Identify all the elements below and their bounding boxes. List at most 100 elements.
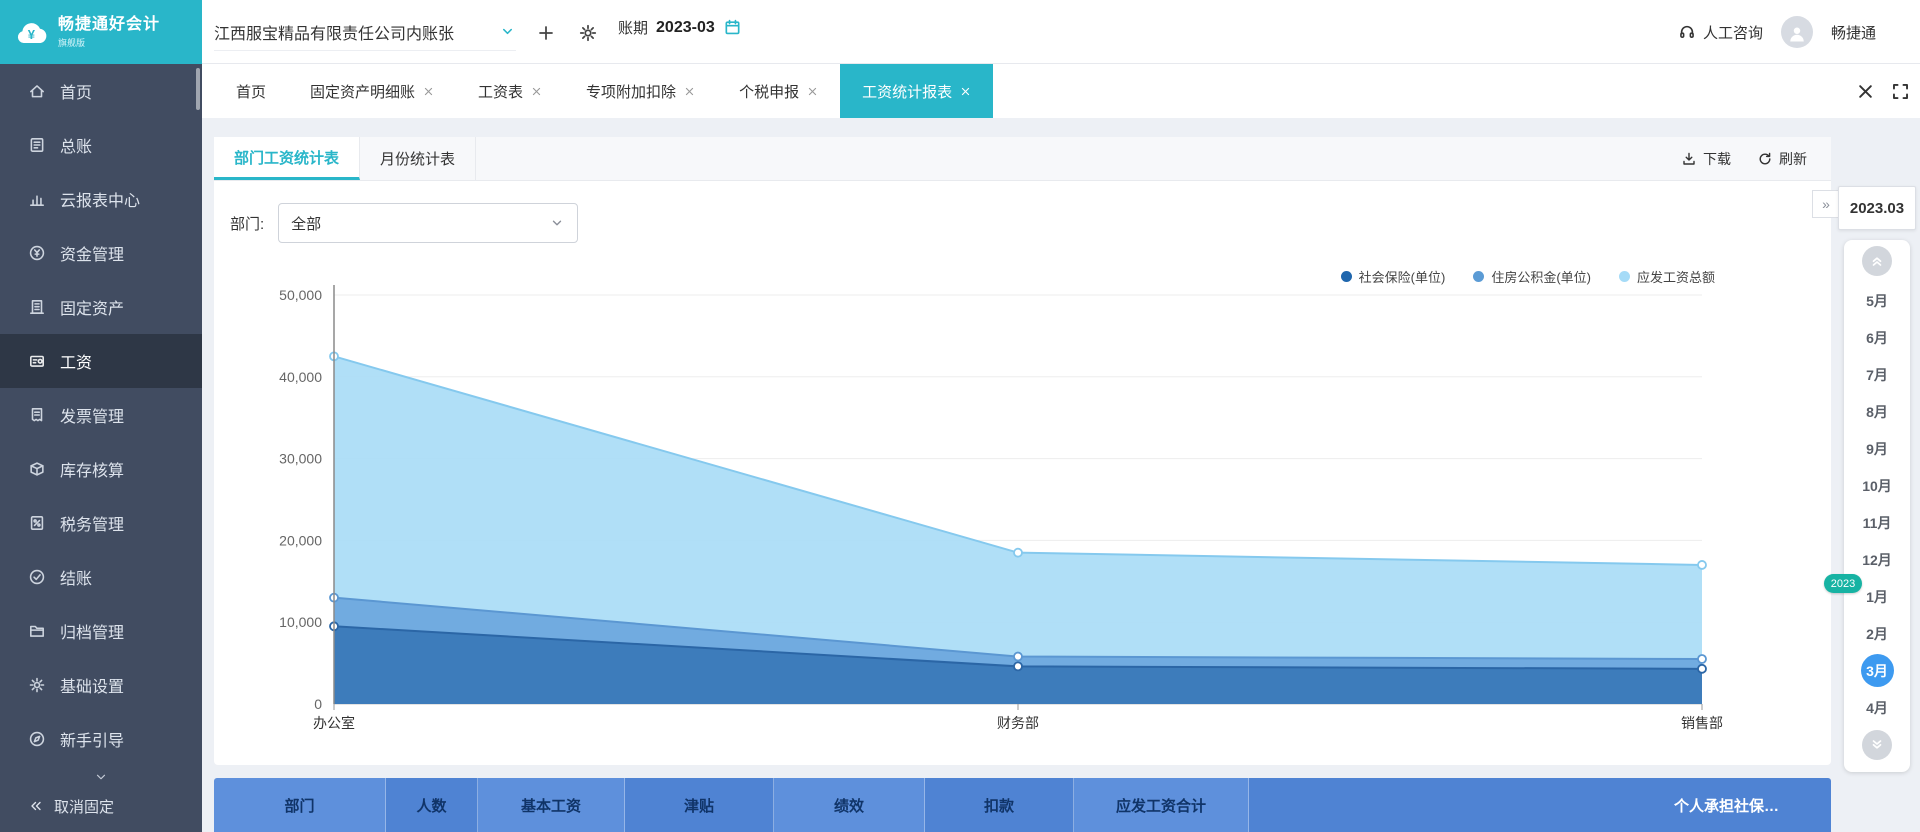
sidebar-item-tax[interactable]: 税务管理 [0,496,202,550]
home-icon [30,85,44,98]
month-label: 11月 [1862,514,1892,531]
month-item[interactable]: 3月 [1844,652,1910,689]
avatar[interactable] [1780,16,1813,48]
month-item[interactable]: 12月 [1844,541,1910,578]
close-icon[interactable] [807,86,818,97]
sidebar-item-label: 总账 [60,139,93,156]
sidebar-item-fixed-assets[interactable]: 固定资产 [0,280,202,334]
tab-label: 首页 [236,83,267,101]
close-icon[interactable] [423,86,434,97]
tab-salary-sheet[interactable]: 工资表 [456,64,564,118]
app-edition-badge: 旗舰版 [58,37,86,48]
legend-item-social-insurance[interactable]: 社会保险(单位) [1340,267,1445,286]
column-header-performance[interactable]: 绩效 [774,778,925,832]
tab-bar: 首页 固定资产明细账 工资表 专项附加扣除 个税申报 工资统计报表 [202,64,1920,118]
collapse-month-panel-button[interactable]: » [1812,190,1839,218]
download-button[interactable]: 下载 [1681,149,1731,169]
months-scroll-up-button[interactable] [1862,246,1892,276]
close-icon[interactable] [684,86,695,97]
report-panel: 部门工资统计表 月份统计表 下载 刷新 部门: 全部 社会保险(单位) [214,137,1831,765]
month-item[interactable]: 7月 [1844,356,1910,393]
tab-home[interactable]: 首页 [214,64,288,118]
month-item[interactable]: 10月 [1844,467,1910,504]
month-item[interactable]: 4月 [1844,689,1910,726]
table-header-row: 部门 人数 基本工资 津贴 绩效 扣款 应发工资合计 个人承担社保… [214,778,1831,832]
sidebar-unpin-button[interactable]: 取消固定 [0,788,202,824]
current-period-display: 2023.03 [1838,186,1916,230]
month-item[interactable]: 9月 [1844,430,1910,467]
close-icon[interactable] [531,86,542,97]
sidebar-item-general-ledger[interactable]: 总账 [0,118,202,172]
sidebar-item-settings[interactable]: 基础设置 [0,658,202,712]
top-bar: ¥ 畅捷通好会计 旗舰版 江西服宝精品有限责任公司内账张 账期 2023-03 … [0,0,1920,64]
tab-salary-statistics[interactable]: 工资统计报表 [840,64,994,118]
svg-text:40,000: 40,000 [279,369,322,385]
sidebar-item-guide[interactable]: 新手引导 [0,712,202,766]
month-label: 12月 [1862,551,1892,568]
sidebar-item-salary[interactable]: 工资 [0,334,202,388]
month-item[interactable]: 5月 [1844,282,1910,319]
refresh-button[interactable]: 刷新 [1757,149,1807,169]
company-selector[interactable]: 江西服宝精品有限责任公司内账张 [214,13,516,51]
logo-text: 畅捷通好会计 旗舰版 [58,16,160,49]
salary-area-chart: 0 10,000 20,000 30,000 40,000 50,000 办公室 财务部 销售部 [279,285,1723,731]
column-header-personal-social-insurance[interactable]: 个人承担社保… [1249,778,1831,832]
close-tab-button[interactable] [1856,82,1875,101]
sidebar-item-funds[interactable]: 资金管理 [0,226,202,280]
department-select[interactable]: 全部 [278,203,579,243]
headset-icon [1680,25,1694,38]
sidebar-item-cloud-reports[interactable]: 云报表中心 [0,172,202,226]
sidebar-item-label: 基础设置 [60,679,125,696]
column-header-base-salary[interactable]: 基本工资 [478,778,625,832]
legend-item-housing-fund[interactable]: 住房公积金(单位) [1473,267,1591,286]
company-name: 江西服宝精品有限责任公司内账张 [214,25,455,43]
months-scroll-down-button[interactable] [1862,730,1892,760]
legend-dot [1618,271,1630,282]
chevron-down-icon [96,774,106,780]
add-button[interactable] [536,21,560,45]
department-select-value: 全部 [291,215,322,233]
subtab-department-salary[interactable]: 部门工资统计表 [214,137,361,180]
subtab-month-statistics[interactable]: 月份统计表 [360,137,477,180]
refresh-label: 刷新 [1779,151,1807,167]
month-item[interactable]: 6月 [1844,319,1910,356]
column-header-gross-total[interactable]: 应发工资合计 [1074,778,1249,832]
column-header-allowance[interactable]: 津贴 [625,778,774,832]
column-header-deduction[interactable]: 扣款 [925,778,1074,832]
sidebar-scroll-down[interactable] [0,766,202,788]
sidebar-item-home[interactable]: 首页 [0,64,202,118]
sidebar-item-closing[interactable]: 结账 [0,550,202,604]
settings-quick-button[interactable] [578,21,602,45]
month-list: 5月 6月 7月 8月 9月 10月 11月 12月 1月 2月 3月 4月 [1844,282,1910,726]
tab-personal-tax[interactable]: 个税申报 [717,64,840,118]
period-selector[interactable]: 账期 2023-03 [618,17,742,38]
support-link[interactable]: 人工咨询 [1678,22,1763,43]
sidebar-item-label: 资金管理 [60,247,125,264]
app-title: 畅捷通好会计 [58,15,161,33]
year-badge: 2023 [1824,574,1862,593]
month-item[interactable]: 11月 [1844,504,1910,541]
legend-item-gross-salary[interactable]: 应发工资总额 [1618,267,1715,286]
fullscreen-button[interactable] [1891,82,1910,101]
month-label: 8月 [1866,403,1888,420]
tab-label: 工资表 [478,83,524,101]
month-item[interactable]: 1月 [1844,578,1910,615]
filter-row: 部门: 全部 [230,203,1831,243]
month-item[interactable]: 8月 [1844,393,1910,430]
column-header-department[interactable]: 部门 [214,778,386,832]
sidebar-scrollbar[interactable] [196,68,200,110]
column-header-headcount[interactable]: 人数 [386,778,478,832]
svg-text:办公室: 办公室 [313,715,355,731]
sidebar: 首页 总账 云报表中心 资金管理 固定资产 工资 发票管理 库存核算 税务管理 … [0,64,202,832]
sidebar-item-invoices[interactable]: 发票管理 [0,388,202,442]
tab-fixed-asset-ledger[interactable]: 固定资产明细账 [288,64,456,118]
close-icon[interactable] [960,86,971,97]
sidebar-item-inventory[interactable]: 库存核算 [0,442,202,496]
sidebar-item-label: 库存核算 [60,463,125,480]
tab-label: 专项附加扣除 [586,83,677,101]
month-item[interactable]: 2月 [1844,615,1910,652]
topbar-right-group: 人工咨询 畅捷通 [1678,0,1876,64]
tab-special-deduction[interactable]: 专项附加扣除 [564,64,717,118]
sidebar-item-archive[interactable]: 归档管理 [0,604,202,658]
svg-text:¥: ¥ [28,27,36,42]
